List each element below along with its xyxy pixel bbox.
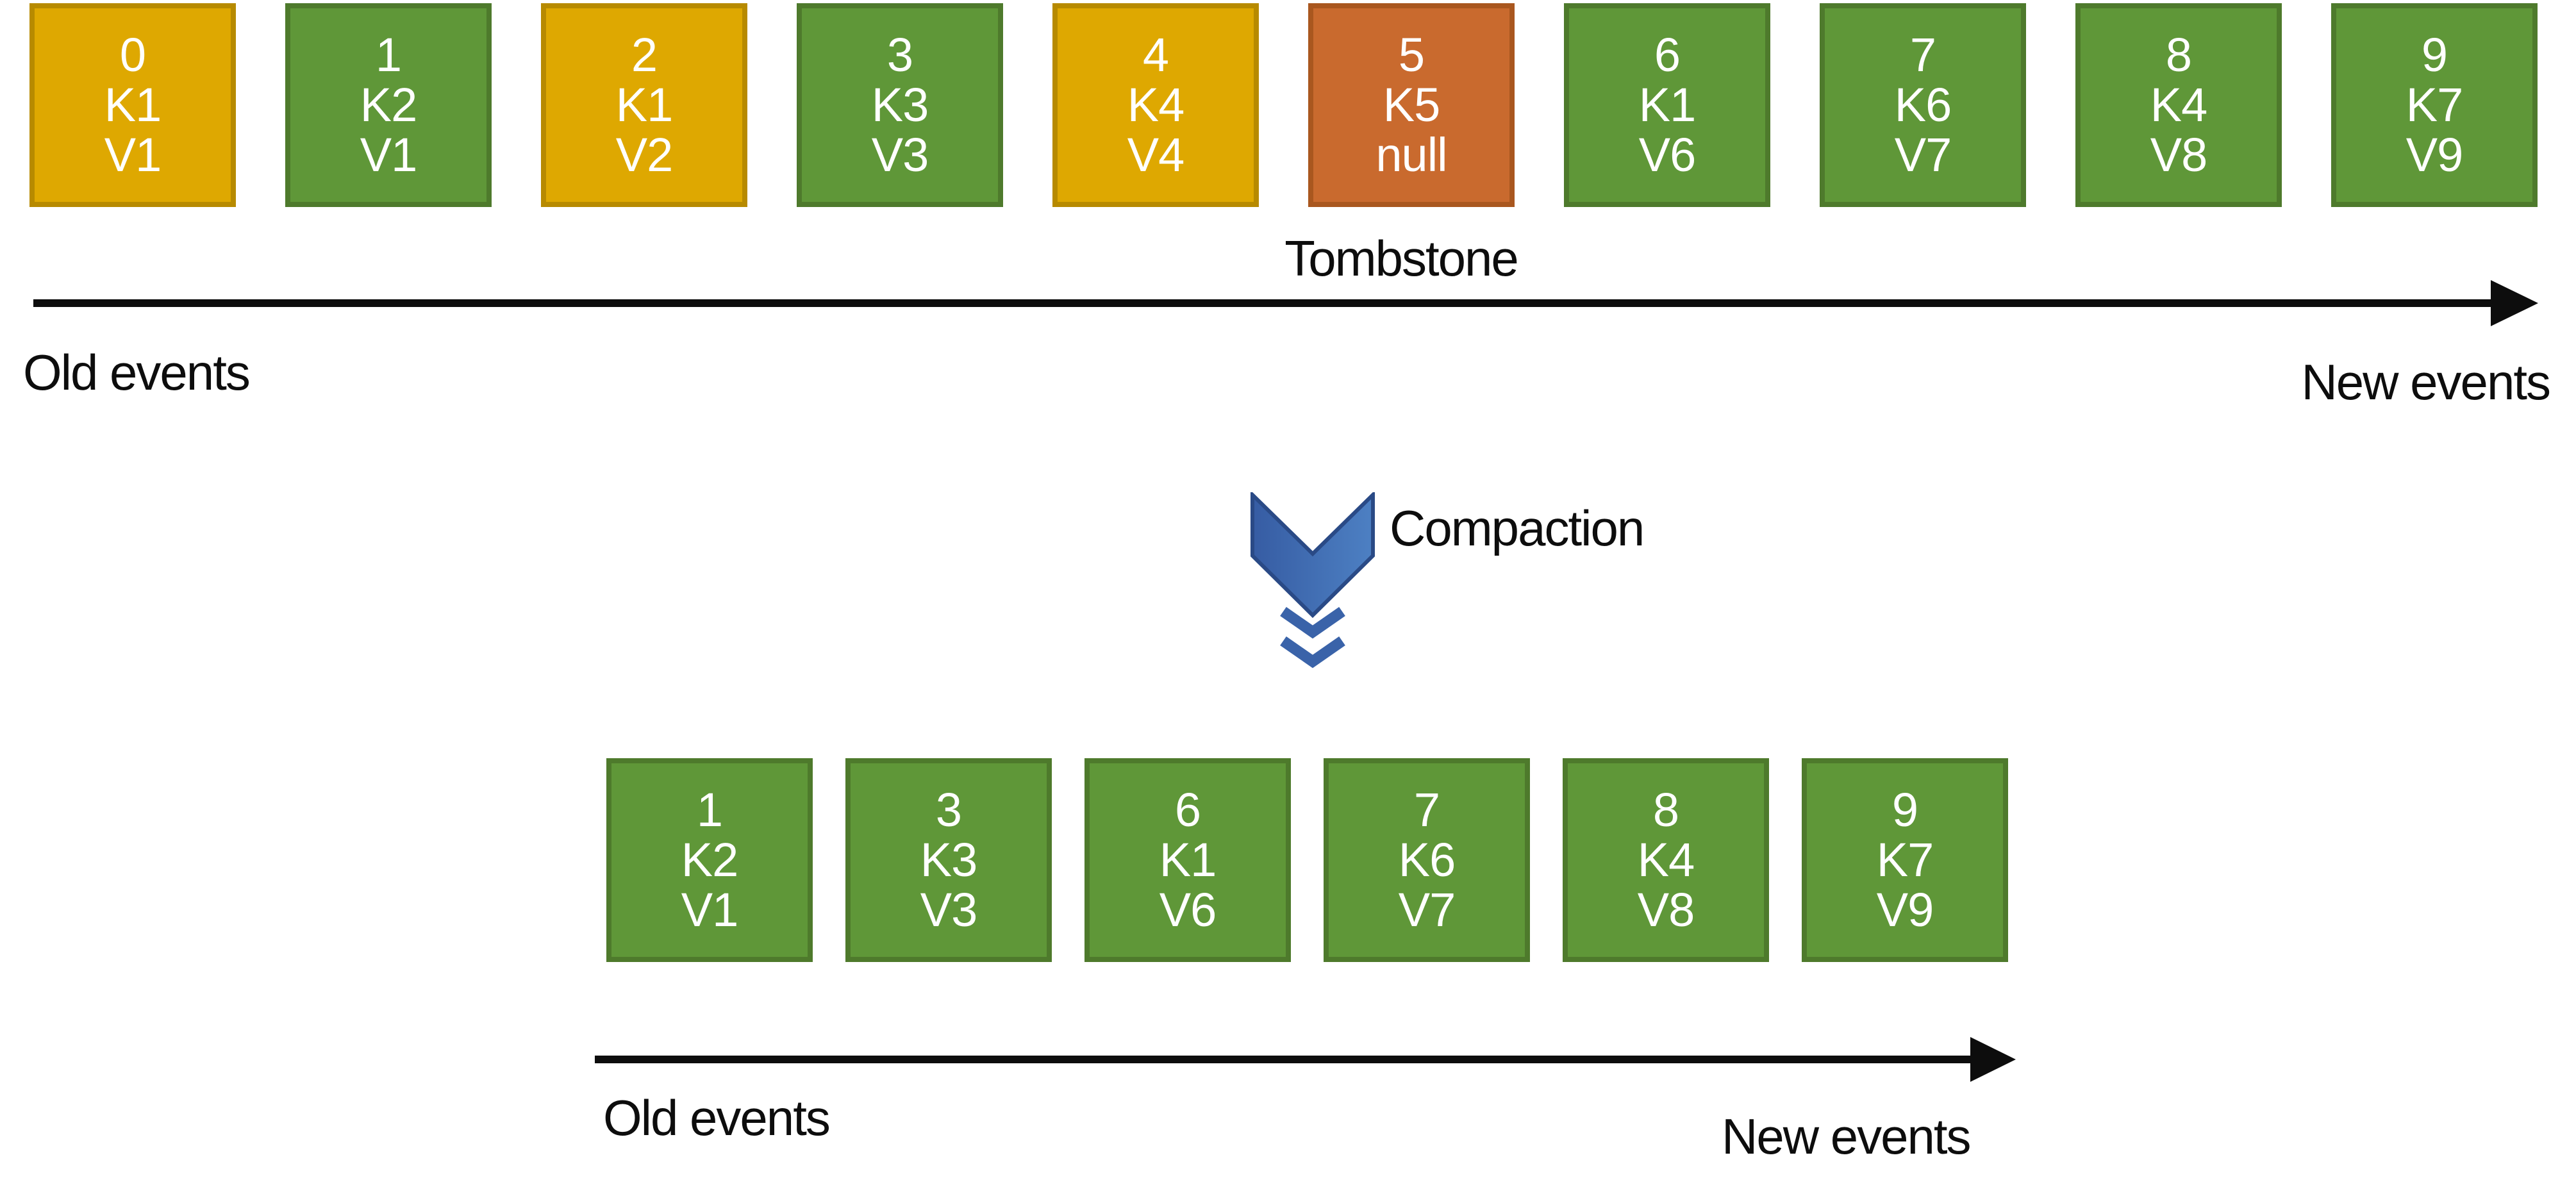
event-offset: 0 [119, 28, 146, 81]
event-offset: 6 [1654, 28, 1681, 81]
event-value: V9 [2406, 128, 2464, 181]
event-box-offset-4: 4 K4 V4 [1052, 3, 1259, 207]
event-offset: 9 [2421, 28, 2448, 81]
event-box-offset-3: 3 K3 V3 [797, 3, 1003, 207]
arrowhead-right-icon [1970, 1037, 2016, 1082]
event-key: K7 [1876, 833, 1934, 886]
event-value: null [1375, 128, 1447, 181]
event-box-offset-8: 8 K4 V8 [1563, 758, 1769, 962]
event-value: V4 [1127, 128, 1185, 181]
event-key: K4 [2150, 78, 2208, 131]
chevron-small-2 [1280, 636, 1345, 668]
event-key: K3 [871, 78, 929, 131]
event-box-offset-1: 1 K2 V1 [285, 3, 492, 207]
event-value: V8 [2150, 128, 2208, 181]
event-box-offset-7: 7 K6 V7 [1820, 3, 2026, 207]
event-value: V3 [920, 883, 978, 936]
event-offset: 3 [886, 28, 913, 81]
event-box-offset-0: 0 K1 V1 [29, 3, 236, 207]
event-value: V1 [104, 128, 162, 181]
event-box-offset-1: 1 K2 V1 [606, 758, 813, 962]
compacted-log-row: 1 K2 V1 3 K3 V3 6 K1 V6 7 K6 V7 8 K4 V8 … [606, 758, 2008, 962]
event-value: V7 [1398, 883, 1456, 936]
new-events-label-top: New events [2301, 354, 2551, 410]
event-key: K6 [1398, 833, 1456, 886]
event-box-offset-9: 9 K7 V9 [1802, 758, 2008, 962]
event-box-offset-6: 6 K1 V6 [1084, 758, 1291, 962]
new-events-label-bottom: New events [1722, 1108, 1972, 1165]
event-offset: 1 [375, 28, 402, 81]
event-offset: 7 [1413, 783, 1440, 836]
event-offset: 3 [935, 783, 962, 836]
event-key: K1 [104, 78, 162, 131]
timeline-arrow-bottom [595, 1037, 2016, 1082]
event-offset: 5 [1398, 28, 1425, 81]
event-value: V2 [615, 128, 674, 181]
event-offset: 1 [696, 783, 723, 836]
event-value: V6 [1159, 883, 1217, 936]
event-key: K1 [1159, 833, 1217, 886]
event-value: V3 [871, 128, 929, 181]
event-key: K2 [681, 833, 739, 886]
event-value: V8 [1637, 883, 1695, 936]
event-box-offset-2: 2 K1 V2 [541, 3, 747, 207]
event-box-offset-6: 6 K1 V6 [1564, 3, 1770, 207]
event-key: K2 [360, 78, 418, 131]
compaction-label: Compaction [1390, 500, 1645, 556]
chevron-small-1 [1280, 607, 1345, 639]
event-offset: 9 [1891, 783, 1918, 836]
event-offset: 8 [2165, 28, 2192, 81]
event-key: K1 [1638, 78, 1697, 131]
timeline-arrow-top [33, 280, 2538, 326]
event-box-offset-7: 7 K6 V7 [1324, 758, 1530, 962]
old-events-label-bottom: Old events [603, 1090, 831, 1146]
old-events-label-top: Old events [23, 344, 251, 401]
event-key: K6 [1894, 78, 1952, 131]
event-key: K4 [1127, 78, 1185, 131]
event-offset: 7 [1909, 28, 1936, 81]
source-log-row: 0 K1 V1 1 K2 V1 2 K1 V2 3 K3 V3 4 K4 V4 … [29, 3, 2538, 207]
event-key: K7 [2406, 78, 2464, 131]
compaction-chevron-icon [1251, 492, 1375, 668]
event-offset: 2 [631, 28, 658, 81]
tombstone-label: Tombstone [1284, 230, 1519, 286]
event-box-offset-9: 9 K7 V9 [2331, 3, 2538, 207]
event-box-offset-5: 5 K5 null [1308, 3, 1515, 207]
event-value: V9 [1876, 883, 1934, 936]
event-key: K4 [1637, 833, 1695, 886]
event-value: V6 [1638, 128, 1697, 181]
event-offset: 4 [1142, 28, 1169, 81]
arrowhead-right-icon [2491, 280, 2538, 326]
event-box-offset-8: 8 K4 V8 [2075, 3, 2282, 207]
event-box-offset-3: 3 K3 V3 [845, 758, 1052, 962]
event-value: V7 [1894, 128, 1952, 181]
event-key: K1 [615, 78, 674, 131]
event-key: K5 [1383, 78, 1441, 131]
event-value: V1 [360, 128, 418, 181]
chevron-body [1251, 492, 1375, 618]
event-offset: 8 [1652, 783, 1679, 836]
event-offset: 6 [1174, 783, 1201, 836]
event-value: V1 [681, 883, 739, 936]
event-key: K3 [920, 833, 978, 886]
